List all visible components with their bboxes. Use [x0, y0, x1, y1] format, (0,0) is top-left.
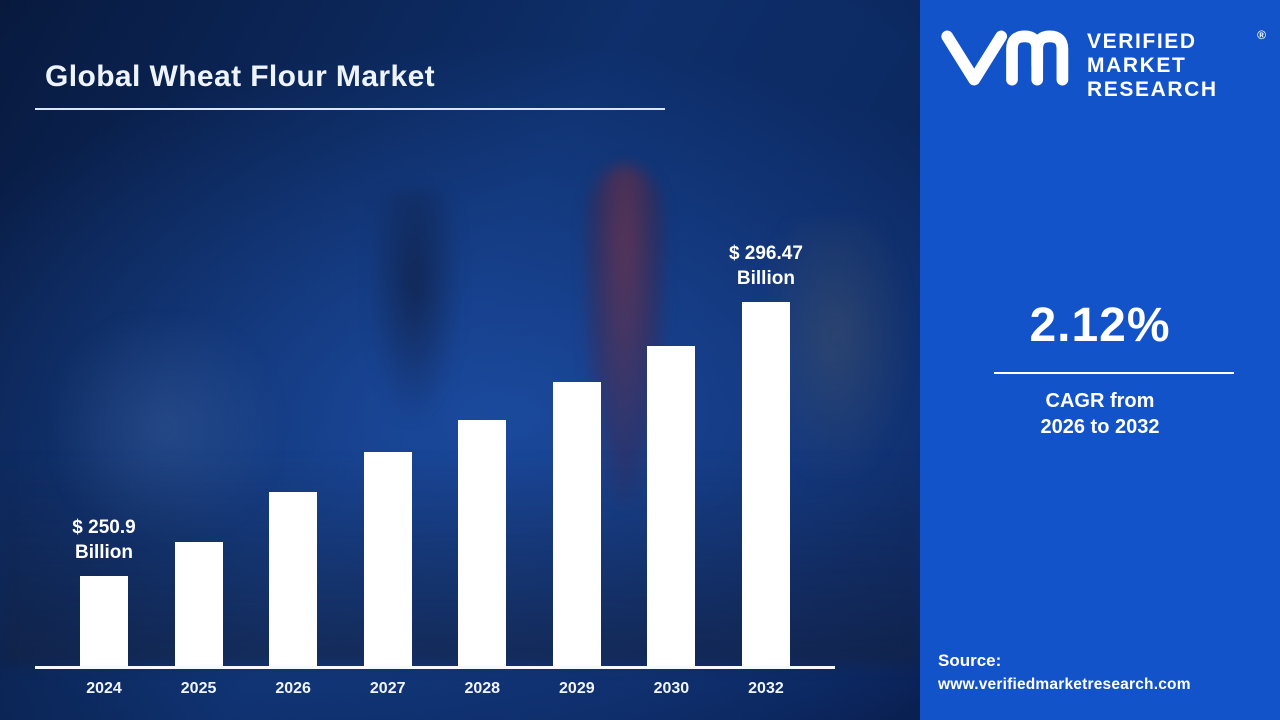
cagr-value: 2.12%	[1029, 299, 1171, 352]
bar-column: $ 250.9 Billion	[61, 515, 147, 666]
bar	[552, 382, 601, 666]
bar	[269, 492, 318, 666]
bar-column	[534, 382, 620, 666]
bar-column	[250, 492, 336, 666]
x-axis-label: 2025	[180, 680, 217, 697]
bar-value-label: $ 296.47 Billion	[728, 242, 803, 290]
bar-column	[628, 346, 714, 666]
bar-column	[345, 452, 431, 666]
bar-column	[439, 420, 525, 666]
cagr-caption: CAGR from 2026 to 2032	[920, 388, 1280, 440]
x-axis-label: 2028	[464, 680, 501, 697]
x-axis-label: 2030	[653, 680, 690, 697]
bar-value-label: $ 250.9 Billion	[72, 516, 136, 564]
bar	[80, 576, 128, 666]
chart-panel: Global Wheat Flour Market $ 250.9 Billion…	[0, 0, 920, 720]
bar	[174, 542, 223, 666]
x-axis-label: 2026	[275, 680, 311, 697]
cagr-caption-line1: CAGR from	[1045, 390, 1155, 412]
bar	[363, 452, 412, 666]
brand-block: VERIFIED MARKET RESEARCH ®	[940, 28, 1266, 102]
page-title: Global Wheat Flour Market	[45, 60, 436, 94]
bar	[458, 420, 507, 666]
x-axis-label: 2027	[369, 680, 406, 697]
registered-trademark-icon: ®	[1257, 28, 1266, 42]
x-axis-label: 2029	[559, 680, 595, 697]
vmr-logo-icon	[940, 28, 1075, 93]
source-url[interactable]: www.verifiedmarketresearch.com	[938, 676, 1191, 693]
x-axis: 2024 2025 2026 2027 2028 2029 2030 2032	[35, 680, 835, 698]
title-underline	[35, 108, 665, 110]
bar-column: $ 296.47 Billion	[723, 241, 809, 666]
brand-line-market: MARKET	[1087, 53, 1187, 77]
bar	[647, 346, 696, 666]
brand-name: VERIFIED MARKET RESEARCH	[1087, 30, 1218, 102]
source-block: Source: www.verifiedmarketresearch.com	[938, 651, 1191, 694]
bar-column	[156, 542, 242, 666]
cagr-caption-line2: 2026 to 2032	[1040, 416, 1160, 438]
brand-line-research: RESEARCH	[1087, 77, 1218, 101]
source-label: Source:	[938, 651, 1002, 670]
x-axis-label: 2024	[86, 680, 122, 697]
x-axis-label: 2032	[748, 680, 784, 697]
cagr-divider	[994, 372, 1234, 374]
bar-chart: $ 250.9 Billion $ 296.47 Billion 2024 2025 20…	[35, 241, 835, 698]
bar	[741, 302, 790, 666]
bars-row: $ 250.9 Billion $ 296.47 Billion	[35, 241, 835, 669]
brand-line-verified: VERIFIED	[1087, 30, 1197, 53]
info-panel: VERIFIED MARKET RESEARCH ® 2.12% CAGR fr…	[920, 0, 1280, 720]
